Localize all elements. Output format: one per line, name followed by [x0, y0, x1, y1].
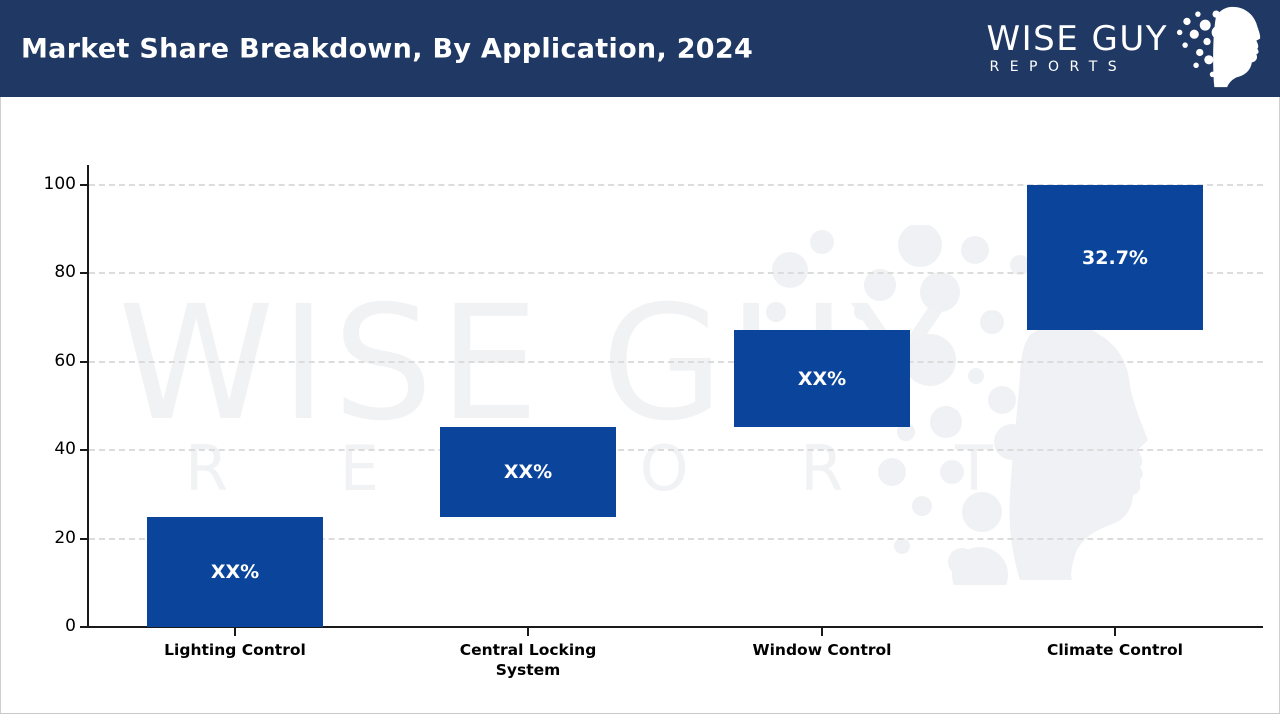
x-tick-mark: [527, 628, 529, 636]
y-axis-spine: [87, 165, 89, 627]
bar-lighting-control: XX%: [147, 517, 323, 627]
bar-window-control: XX%: [734, 330, 910, 427]
chart-title: Market Share Breakdown, By Application, …: [21, 33, 754, 64]
bar-central-locking-system: XX%: [440, 427, 616, 517]
y-tick-mark: [80, 449, 87, 451]
y-tick-label: 80: [54, 262, 76, 282]
y-tick-label: 100: [43, 174, 76, 194]
x-category-label: Window Control: [752, 641, 892, 659]
brand-face-icon: [1172, 5, 1264, 93]
x-category-label: Climate Control: [1046, 641, 1183, 659]
y-tick-label: 20: [54, 528, 76, 548]
page-border-left: [0, 97, 1, 714]
bar-value-label: XX%: [503, 461, 553, 483]
x-category-label: Central Locking System: [459, 641, 597, 680]
gridline: [89, 449, 1263, 451]
y-tick-mark: [80, 184, 87, 186]
brand-logo: WISE GUY REPORTS: [986, 6, 1264, 91]
bar-value-label: XX%: [210, 561, 260, 583]
y-tick-label: 60: [54, 351, 76, 371]
y-tick-mark: [80, 272, 87, 274]
y-tick-mark: [80, 626, 87, 628]
header-banner: Market Share Breakdown, By Application, …: [0, 0, 1280, 97]
x-tick-mark: [821, 628, 823, 636]
brand-subtitle: REPORTS: [989, 58, 1128, 75]
y-tick-label: 40: [54, 439, 76, 459]
gridline: [89, 184, 1263, 186]
watermark-face-graphic: [750, 223, 1190, 603]
y-tick-mark: [80, 538, 87, 540]
gridline: [89, 538, 1263, 540]
brand-logo-text: WISE GUY REPORTS: [986, 19, 1168, 75]
bar-value-label: XX%: [797, 367, 847, 390]
bar-climate-control: 32.7%: [1027, 185, 1203, 330]
brand-name: WISE GUY: [986, 19, 1168, 60]
y-tick-mark: [80, 361, 87, 363]
x-tick-mark: [1114, 628, 1116, 636]
gridline: [89, 361, 1263, 363]
bar-value-label: 32.7%: [1082, 246, 1148, 269]
x-tick-mark: [234, 628, 236, 636]
gridline: [89, 272, 1263, 274]
x-axis-spine: [87, 626, 1263, 628]
y-tick-label: 0: [65, 616, 76, 636]
x-category-label: Lighting Control: [164, 641, 306, 659]
page-border-bottom: [0, 713, 1280, 714]
